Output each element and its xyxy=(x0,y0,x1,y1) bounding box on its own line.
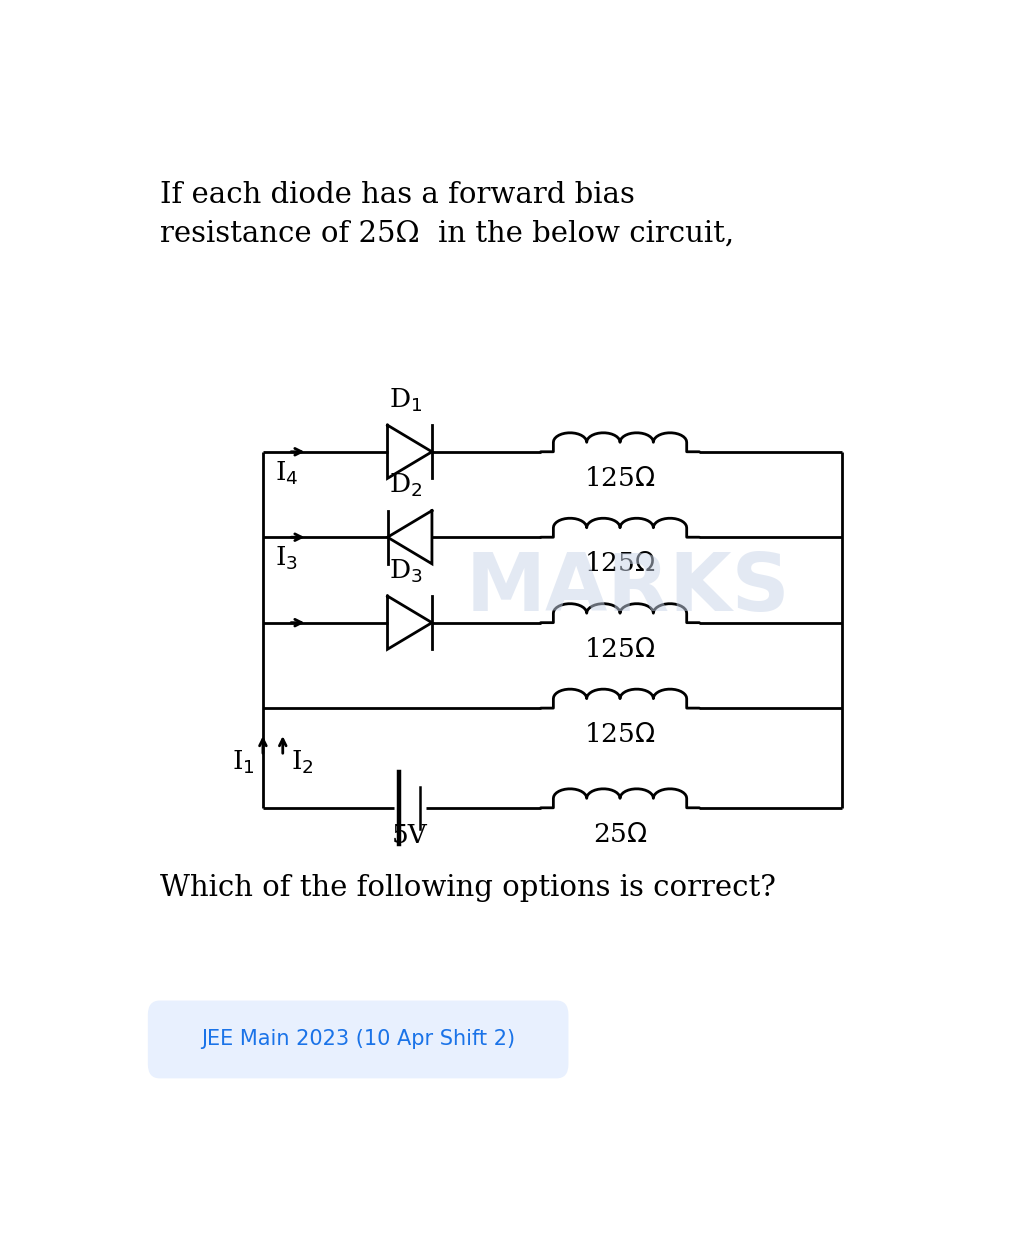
Text: 125$\Omega$: 125$\Omega$ xyxy=(585,723,655,747)
Text: I$_1$: I$_1$ xyxy=(232,748,255,777)
Text: I$_4$: I$_4$ xyxy=(274,460,298,487)
Text: I$_3$: I$_3$ xyxy=(274,545,298,572)
Text: D$_1$: D$_1$ xyxy=(389,386,423,414)
Text: resistance of 25Ω  in the below circuit,: resistance of 25Ω in the below circuit, xyxy=(160,219,734,247)
Text: D$_3$: D$_3$ xyxy=(389,557,423,584)
Text: 5V: 5V xyxy=(392,822,428,848)
Text: D$_2$: D$_2$ xyxy=(389,472,423,499)
Text: MARKS: MARKS xyxy=(466,550,791,629)
Text: Which of the following options is correct?: Which of the following options is correc… xyxy=(160,874,775,903)
Text: 125$\Omega$: 125$\Omega$ xyxy=(585,551,655,577)
Text: 25$\Omega$: 25$\Omega$ xyxy=(593,822,647,847)
Text: 125$\Omega$: 125$\Omega$ xyxy=(585,466,655,491)
Text: If each diode has a forward bias: If each diode has a forward bias xyxy=(160,181,635,210)
Text: 125$\Omega$: 125$\Omega$ xyxy=(585,637,655,662)
Text: I$_2$: I$_2$ xyxy=(291,748,313,777)
FancyBboxPatch shape xyxy=(147,1000,568,1079)
Text: JEE Main 2023 (10 Apr Shift 2): JEE Main 2023 (10 Apr Shift 2) xyxy=(201,1030,515,1049)
